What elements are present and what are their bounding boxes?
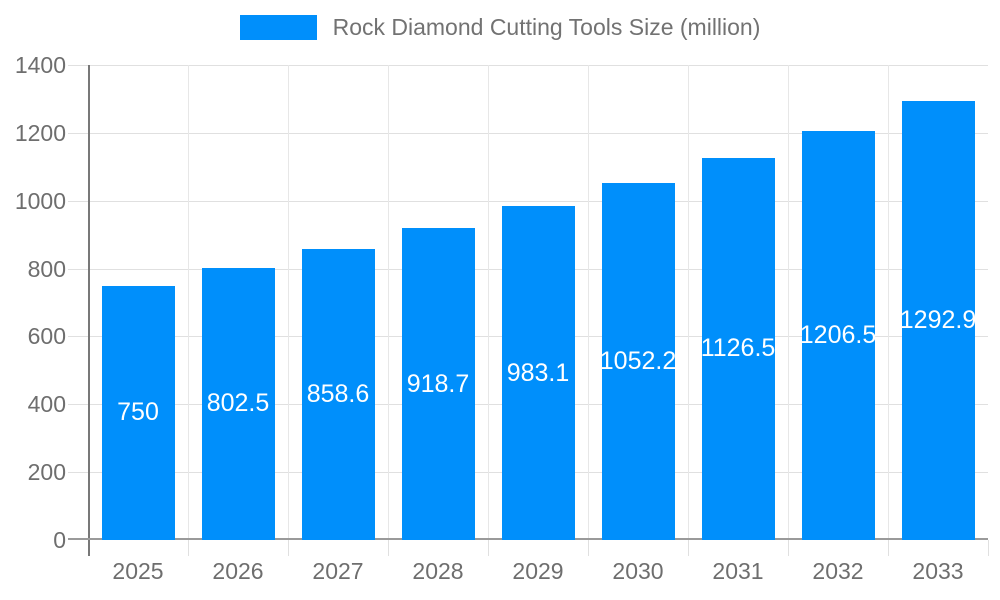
bar-value-label: 802.5 bbox=[206, 389, 270, 418]
x-axis-tick bbox=[388, 540, 389, 556]
bar-2028: 918.7 bbox=[401, 228, 475, 540]
x-axis-tick bbox=[988, 540, 989, 556]
y-axis-line bbox=[88, 65, 90, 556]
y-tick-label: 800 bbox=[27, 255, 66, 282]
v-gridline bbox=[588, 65, 589, 540]
x-tick-label-2026: 2026 bbox=[212, 558, 264, 584]
y-tick-label: 1000 bbox=[14, 187, 66, 214]
legend-item[interactable]: Rock Diamond Cutting Tools Size (million… bbox=[239, 14, 761, 41]
x-tick-label-2025: 2025 bbox=[112, 558, 164, 584]
v-gridline bbox=[188, 65, 189, 540]
bar-2031: 1126.5 bbox=[700, 157, 776, 540]
x-tick-label-2030: 2030 bbox=[612, 558, 664, 584]
bar-2026: 802.5 bbox=[201, 267, 275, 540]
bar-2032: 1206.5 bbox=[799, 130, 877, 540]
x-axis-tick bbox=[588, 540, 589, 556]
x-axis-tick bbox=[788, 540, 789, 556]
bar-value-label: 1126.5 bbox=[700, 334, 776, 363]
bar-2029: 983.1 bbox=[501, 206, 575, 540]
v-gridline bbox=[888, 65, 889, 540]
v-gridline bbox=[788, 65, 789, 540]
x-axis-tick bbox=[688, 540, 689, 556]
x-tick-label-2033: 2033 bbox=[912, 558, 964, 584]
x-axis-tick bbox=[288, 540, 289, 556]
bar-value-label: 1052.2 bbox=[599, 347, 677, 375]
legend-series-label: Rock Diamond Cutting Tools Size (million… bbox=[332, 14, 761, 40]
x-tick-label-2031: 2031 bbox=[712, 558, 764, 584]
v-gridline bbox=[688, 65, 689, 540]
x-tick-label-2027: 2027 bbox=[312, 558, 364, 584]
y-tick-label: 0 bbox=[53, 527, 66, 553]
x-axis-tick bbox=[888, 540, 889, 556]
bar-2025: 750 bbox=[101, 285, 175, 540]
v-gridline bbox=[488, 65, 489, 540]
v-gridline bbox=[288, 65, 289, 540]
h-gridline bbox=[68, 65, 988, 66]
y-tick-label: 1400 bbox=[14, 52, 66, 78]
bar-value-label: 983.1 bbox=[506, 358, 570, 387]
chart-legend: Rock Diamond Cutting Tools Size (million… bbox=[0, 14, 1000, 41]
plot-area: 750 802.5 858.6 918.7 983.1 1052.2 1126.5 1206.… bbox=[68, 65, 989, 556]
bar-2030: 1052.2 bbox=[599, 183, 677, 540]
y-tick-label: 600 bbox=[27, 323, 66, 350]
bar-value-label: 1206.5 bbox=[799, 320, 877, 349]
x-axis-tick bbox=[188, 540, 189, 556]
bar-2027: 858.6 bbox=[301, 248, 375, 540]
y-tick-label: 1200 bbox=[14, 119, 66, 146]
bar-value-label: 750 bbox=[117, 398, 159, 427]
x-tick-label-2028: 2028 bbox=[412, 558, 464, 584]
legend-marker-swatch bbox=[239, 15, 317, 40]
x-axis-tick bbox=[488, 540, 489, 556]
x-tick-label-2029: 2029 bbox=[512, 558, 564, 584]
h-gridline bbox=[68, 132, 988, 134]
h-gridline bbox=[68, 200, 988, 202]
x-tick-label-2032: 2032 bbox=[812, 558, 864, 584]
v-gridline bbox=[388, 65, 389, 540]
y-tick-label: 400 bbox=[27, 391, 66, 418]
bar-value-label: 918.7 bbox=[406, 369, 470, 398]
bar-value-label: 858.6 bbox=[306, 379, 370, 408]
y-tick-label: 200 bbox=[27, 459, 66, 486]
bar-value-label: 1292.9 bbox=[899, 306, 977, 335]
bar-2033: 1292.9 bbox=[899, 101, 977, 540]
